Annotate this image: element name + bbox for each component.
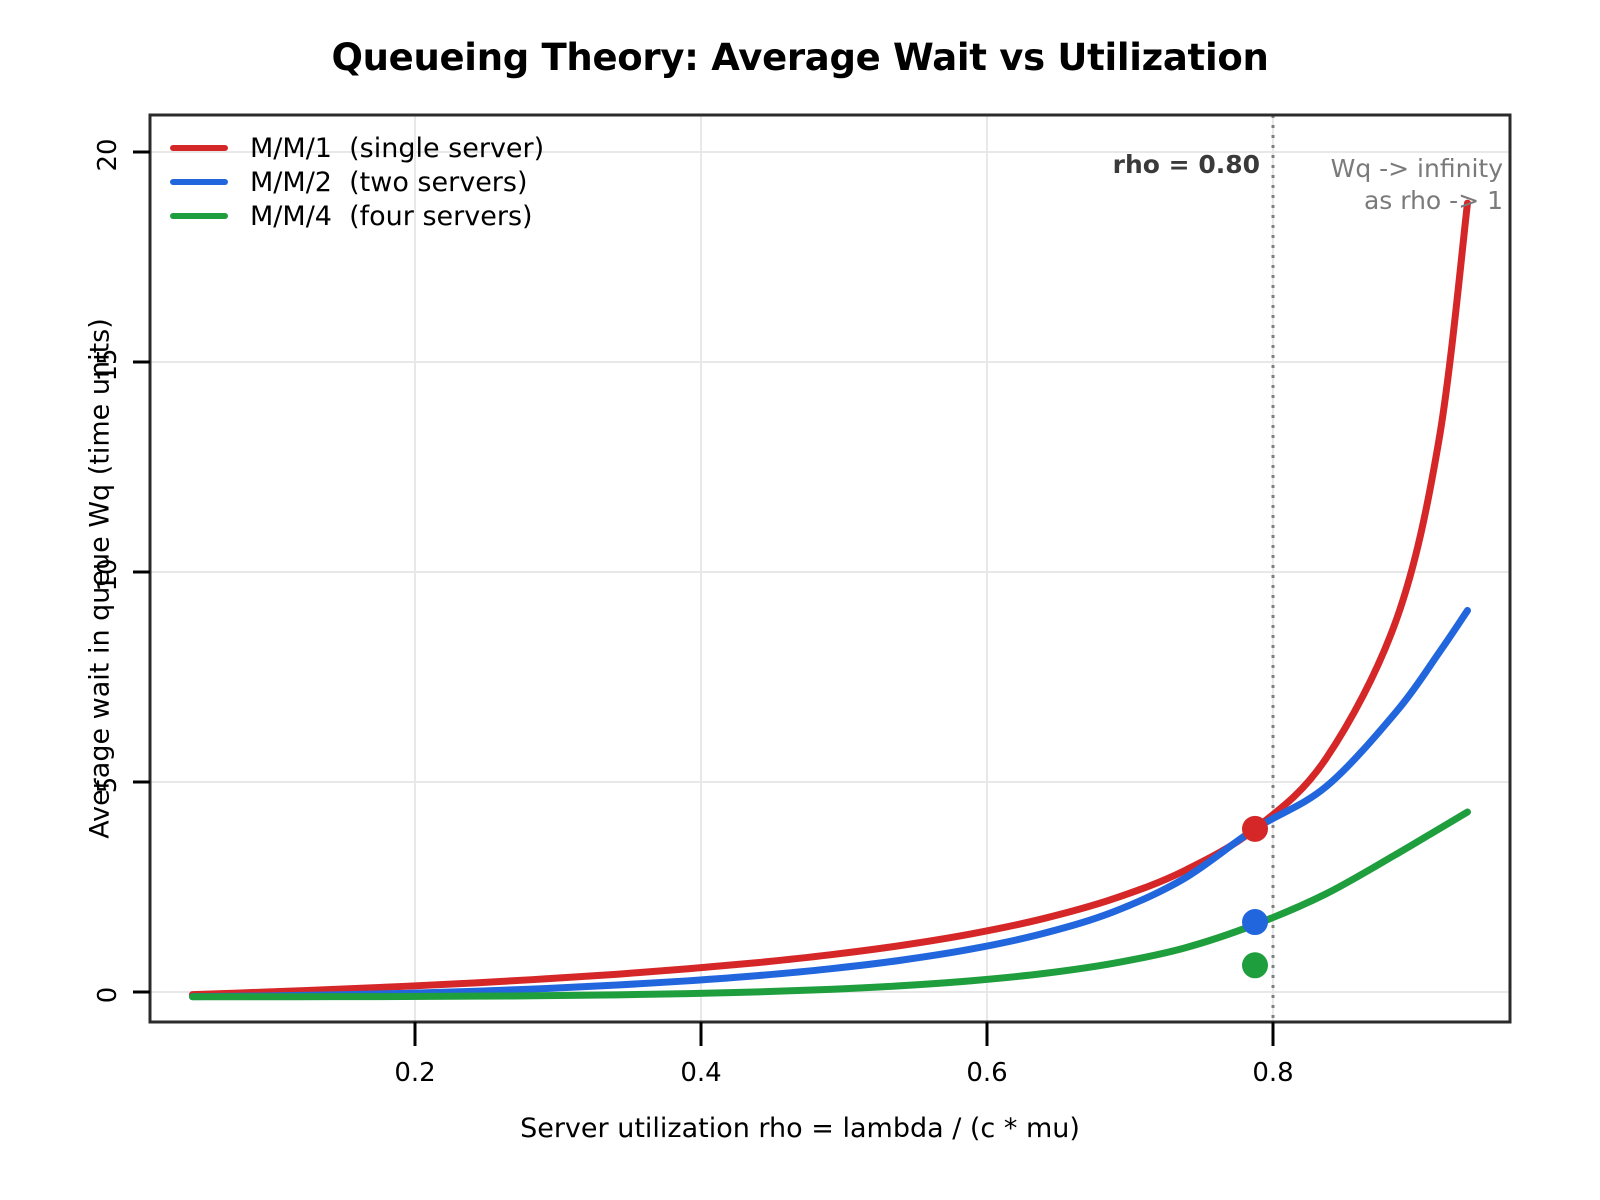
legend-label-mm1: M/M/1 (single server) <box>250 132 545 164</box>
legend-swatch-icon-mm4 <box>170 213 228 219</box>
series-line-1 <box>189 199 1471 999</box>
infinity-annotation-note: Wq -> infinity as rho -> 1 <box>1283 153 1503 217</box>
x-axis-label: Server utilization rho = lambda / (c * m… <box>520 1113 1080 1144</box>
data-series-layer <box>189 199 1471 1001</box>
ytick-label-0: 0 <box>93 986 123 1004</box>
legend-item-mm1[interactable]: M/M/1 (single server) <box>170 131 600 165</box>
infinity-annotation-line2: as rho -> 1 <box>1363 186 1503 215</box>
plot-panel-border <box>148 113 1512 1024</box>
rho-annotation-label: rho = 0.80 <box>1112 150 1260 179</box>
ytick-label-20: 20 <box>93 138 123 172</box>
marker-point-3[interactable] <box>1242 952 1268 979</box>
legend-label-mm2: M/M/2 (two servers) <box>250 166 528 198</box>
legend-item-mm2[interactable]: M/M/2 (two servers) <box>170 165 600 199</box>
legend-item-mm4[interactable]: M/M/4 (four servers) <box>170 199 600 233</box>
y-axis-label: Average wait in queue Wq (time units) <box>84 318 116 839</box>
series-line-3 <box>189 808 1471 1001</box>
plot-panel-background <box>150 115 1510 1022</box>
marker-points-layer <box>1242 815 1268 979</box>
xtick-label-0.2: 0.2 <box>394 1058 436 1088</box>
page-title: Queueing Theory: Average Wait vs Utiliza… <box>331 36 1269 79</box>
xtick-label-0.6: 0.6 <box>966 1058 1008 1088</box>
xtick-label-0.4: 0.4 <box>680 1058 722 1088</box>
marker-point-2[interactable] <box>1242 909 1268 936</box>
chart-legend: M/M/1 (single server) M/M/2 (two servers… <box>170 131 600 233</box>
legend-swatch-icon-mm1 <box>170 145 228 151</box>
marker-point-1[interactable] <box>1242 815 1268 842</box>
infinity-annotation-line1: Wq -> infinity <box>1330 154 1503 183</box>
legend-label-mm4: M/M/4 (four servers) <box>250 200 533 232</box>
grid-lines-vertical <box>414 115 1274 1022</box>
legend-swatch-icon-mm2 <box>170 179 228 185</box>
xtick-label-0.8: 0.8 <box>1252 1058 1294 1088</box>
axis-tick-marks <box>133 150 1275 1046</box>
